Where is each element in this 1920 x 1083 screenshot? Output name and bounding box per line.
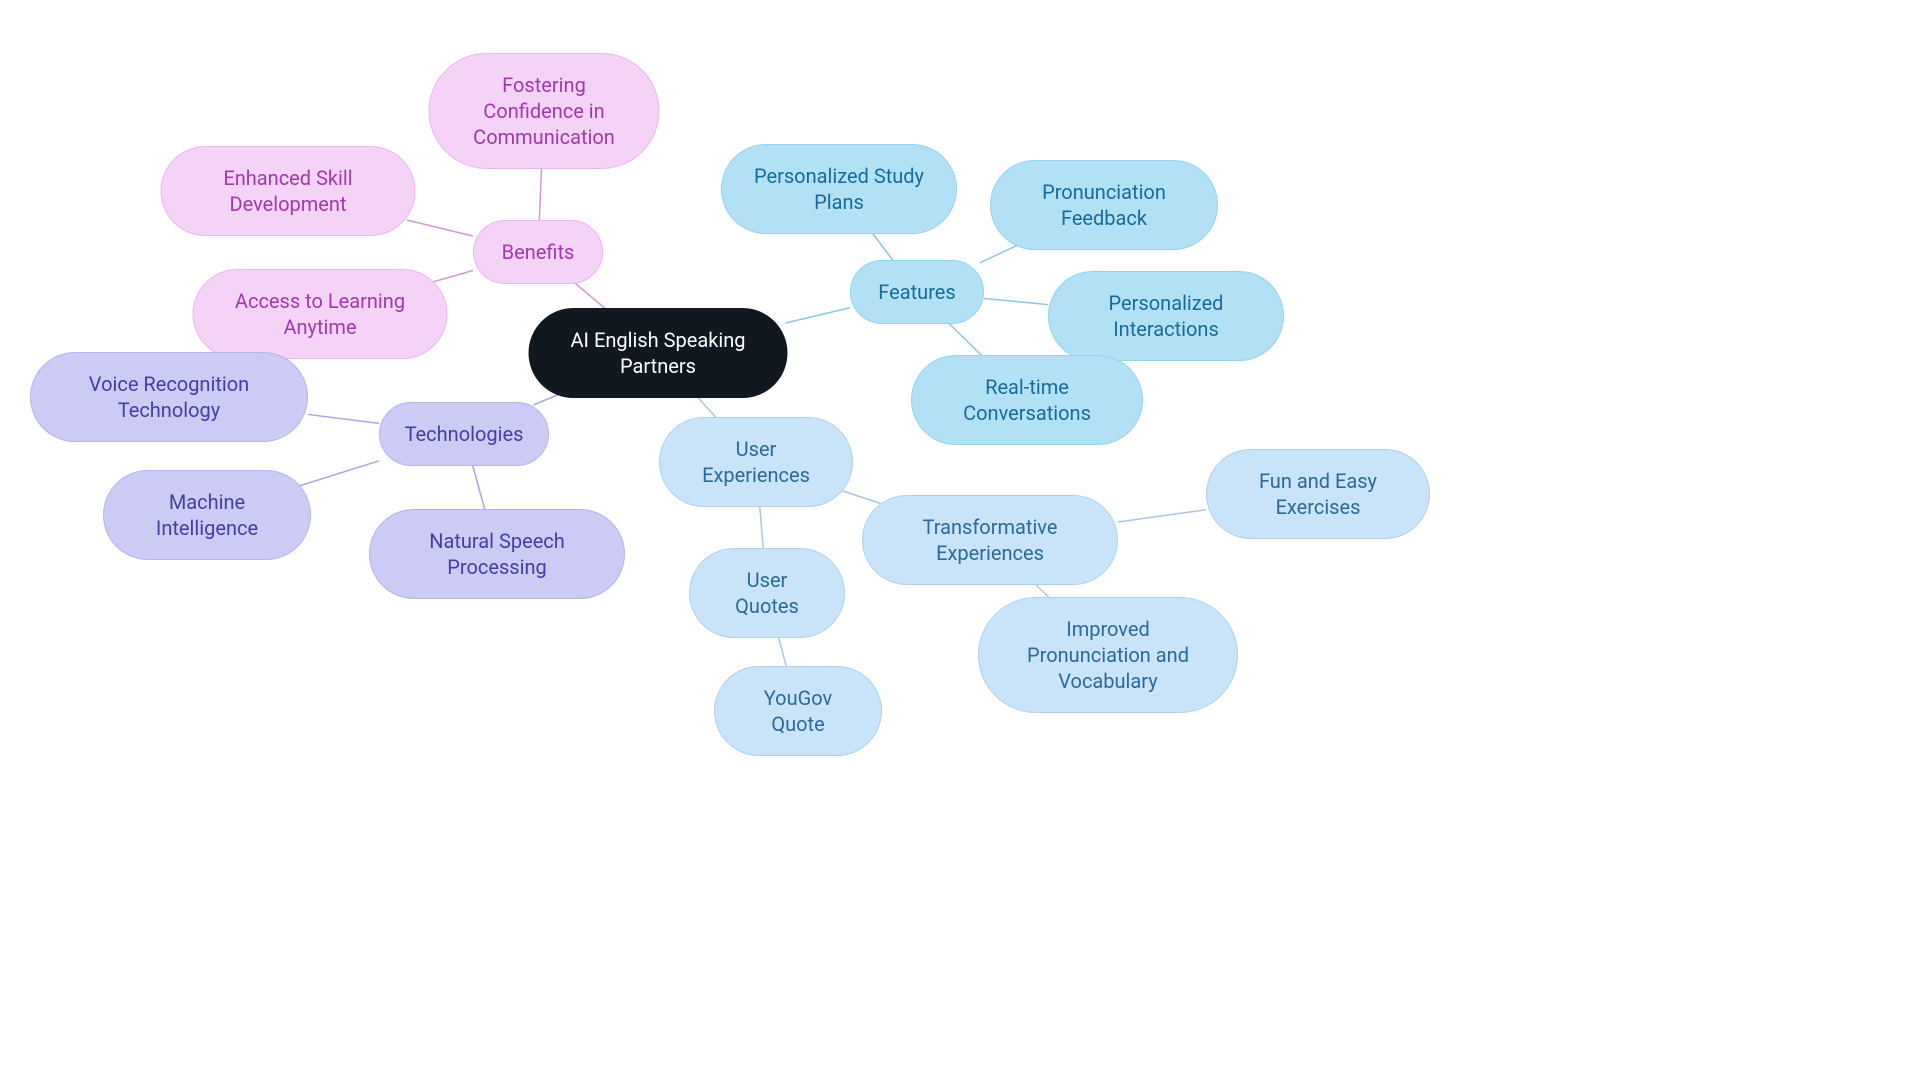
node-label: YouGov Quote	[743, 685, 853, 737]
node-benefits: Benefits	[473, 220, 603, 284]
node-label: Real-time Conversations	[940, 374, 1114, 426]
node-label: Personalized Interactions	[1077, 290, 1255, 342]
node-t2: Machine Intelligence	[103, 470, 311, 560]
node-label: AI English Speaking Partners	[558, 327, 759, 379]
node-label: User Quotes	[718, 567, 816, 619]
node-ux: User Experiences	[659, 417, 853, 507]
node-label: Benefits	[502, 239, 575, 265]
edge	[785, 308, 850, 323]
node-label: Transformative Experiences	[891, 514, 1089, 566]
node-te: Transformative Experiences	[862, 495, 1118, 585]
node-features: Features	[850, 260, 984, 324]
node-label: User Experiences	[688, 436, 824, 488]
node-root: AI English Speaking Partners	[529, 308, 788, 398]
node-fe: Fun and Easy Exercises	[1206, 449, 1430, 539]
node-label: Personalized Study Plans	[750, 163, 928, 215]
edge	[984, 298, 1048, 304]
node-label: Voice Recognition Technology	[59, 371, 279, 423]
edge	[407, 220, 473, 236]
node-label: Natural Speech Processing	[398, 528, 596, 580]
node-label: Features	[878, 279, 955, 305]
node-b3: Access to Learning Anytime	[193, 269, 448, 359]
edge	[299, 461, 379, 486]
node-label: Access to Learning Anytime	[222, 288, 419, 340]
node-t1: Voice Recognition Technology	[30, 352, 308, 442]
node-label: Technologies	[405, 421, 524, 447]
node-t3: Natural Speech Processing	[369, 509, 625, 599]
node-uq: User Quotes	[689, 548, 845, 638]
node-label: Improved Pronunciation and Vocabulary	[1007, 616, 1209, 694]
node-label: Machine Intelligence	[132, 489, 282, 541]
node-b2: Enhanced Skill Development	[161, 146, 416, 236]
mindmap-canvas: AI English Speaking Partners Benefits Fost…	[0, 0, 1920, 1083]
node-label: Fostering Confidence in Communication	[458, 72, 631, 150]
node-label: Enhanced Skill Development	[190, 165, 387, 217]
node-yg: YouGov Quote	[714, 666, 882, 756]
node-f3: Personalized Interactions	[1048, 271, 1284, 361]
node-label: Fun and Easy Exercises	[1235, 468, 1401, 520]
edge	[1118, 510, 1206, 522]
node-tech: Technologies	[379, 402, 549, 466]
node-f4: Real-time Conversations	[911, 355, 1143, 445]
node-f2: Pronunciation Feedback	[990, 160, 1218, 250]
node-ip: Improved Pronunciation and Vocabulary	[978, 597, 1238, 713]
node-b1: Fostering Confidence in Communication	[429, 53, 660, 169]
node-f1: Personalized Study Plans	[721, 144, 957, 234]
edge	[308, 414, 379, 423]
node-label: Pronunciation Feedback	[1019, 179, 1189, 231]
